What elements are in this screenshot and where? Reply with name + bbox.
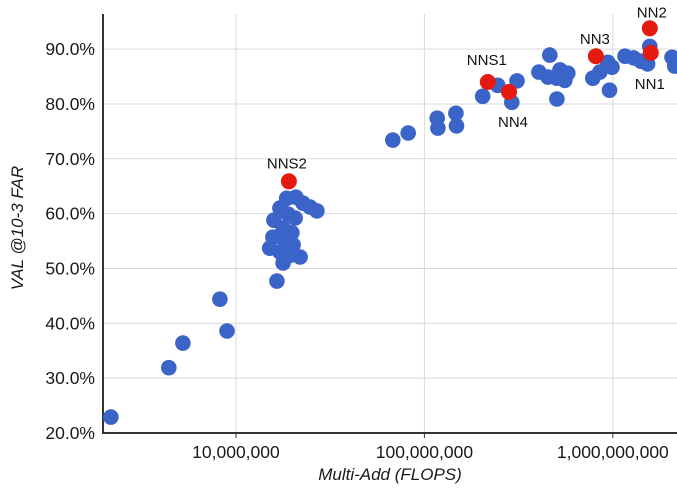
- data-point: [549, 91, 565, 107]
- data-point: [585, 70, 601, 86]
- highlight-point-nn3: [587, 48, 604, 65]
- x-axis-title: Multi-Add (FLOPS): [318, 465, 462, 484]
- y-tick-label: 70.0%: [45, 149, 95, 169]
- data-point: [540, 69, 556, 85]
- y-tick-label: 80.0%: [45, 94, 95, 114]
- data-point: [212, 291, 228, 308]
- data-point: [430, 120, 446, 136]
- highlight-point-nn1: [642, 44, 659, 61]
- annotation-nn3: NN3: [580, 31, 610, 48]
- data-point: [448, 118, 465, 134]
- data-point: [292, 249, 308, 265]
- data-point: [385, 132, 401, 148]
- data-point: [542, 47, 558, 63]
- data-point: [275, 255, 291, 271]
- y-tick-label: 20.0%: [45, 423, 95, 443]
- y-tick-label: 90.0%: [45, 39, 95, 59]
- data-point: [161, 359, 177, 376]
- data-point: [448, 105, 464, 122]
- data-point: [309, 203, 325, 219]
- y-tick-label: 40.0%: [45, 313, 95, 333]
- y-tick-label: 30.0%: [45, 368, 95, 388]
- x-tick-label: 10,000,000: [192, 442, 280, 462]
- data-point: [474, 88, 491, 105]
- annotation-nns1: NNS1: [467, 52, 507, 69]
- x-tick-label: 100,000,000: [376, 442, 474, 462]
- highlight-point-nns1: [479, 74, 496, 90]
- x-tick-label: 1,000,000,000: [557, 442, 669, 462]
- data-point: [400, 125, 417, 141]
- data-point: [269, 273, 285, 289]
- data-point: [604, 59, 620, 75]
- data-point: [557, 72, 573, 89]
- highlight-point-nns2: [280, 173, 297, 190]
- highlight-point-nn4: [501, 83, 517, 100]
- annotation-nn1: NN1: [635, 76, 665, 93]
- annotation-nn4: NN4: [498, 114, 528, 131]
- data-point: [601, 82, 618, 98]
- data-point: [103, 409, 119, 425]
- annotation-nn2: NN2: [637, 4, 667, 21]
- y-tick-label: 60.0%: [45, 204, 95, 224]
- highlight-point-nn2: [641, 20, 658, 37]
- y-tick-label: 50.0%: [45, 258, 95, 278]
- y-axis-title: VAL @10-3 FAR: [8, 165, 27, 291]
- annotation-nns2: NNS2: [267, 155, 307, 172]
- data-point: [509, 73, 525, 89]
- data-point: [219, 323, 235, 339]
- data-point: [175, 335, 191, 351]
- data-point: [666, 58, 677, 74]
- data-point: [287, 210, 303, 226]
